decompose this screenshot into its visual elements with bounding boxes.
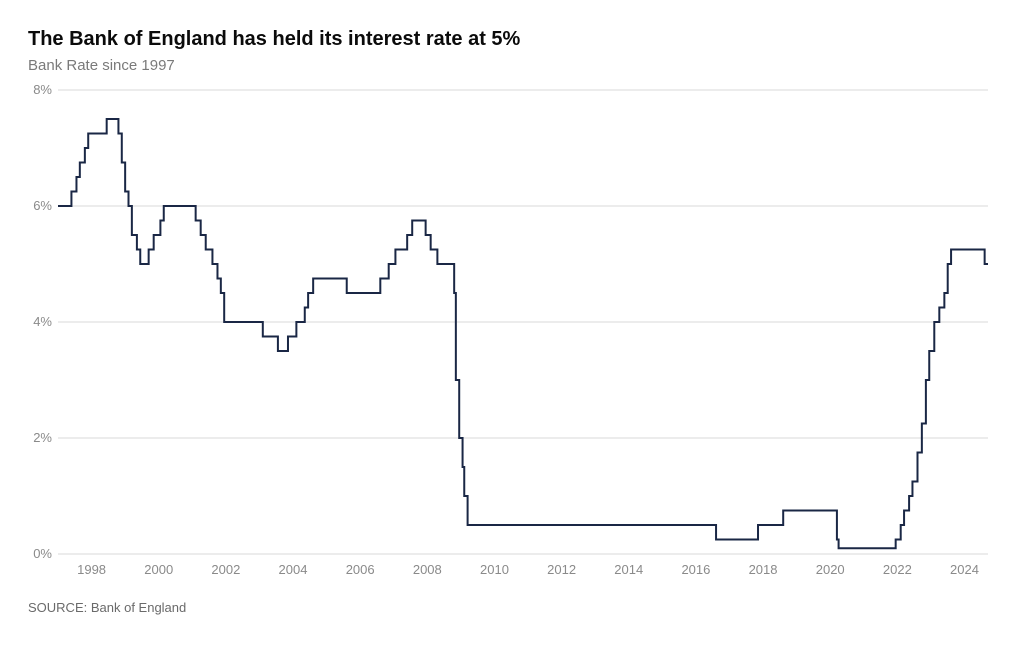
x-tick-label: 1998 [77,562,106,577]
x-tick-label: 2018 [749,562,778,577]
rate-line [58,119,988,548]
chart-source: SOURCE: Bank of England [28,600,992,615]
y-tick-label: 6% [33,198,52,213]
y-tick-label: 0% [33,546,52,561]
chart-svg: 0% 2% 4% 6% 8% 1998 2000 2002 2004 2006 2008 2010 20… [28,82,992,592]
x-tick-label: 2002 [211,562,240,577]
x-tick-label: 2020 [816,562,845,577]
x-tick-label: 2024 [950,562,979,577]
x-tick-label: 2004 [279,562,308,577]
chart-plot-area: 0% 2% 4% 6% 8% 1998 2000 2002 2004 2006 2008 2010 20… [28,82,992,592]
x-tick-label: 2010 [480,562,509,577]
chart-subtitle: Bank Rate since 1997 [28,57,992,74]
x-tick-label: 2006 [346,562,375,577]
x-tick-label: 2008 [413,562,442,577]
x-tick-label: 2000 [144,562,173,577]
y-tick-label: 4% [33,314,52,329]
x-tick-label: 2012 [547,562,576,577]
chart-title: The Bank of England has held its interes… [28,28,992,51]
chart-container: The Bank of England has held its interes… [0,0,1020,650]
x-tick-label: 2014 [614,562,643,577]
y-tick-label: 8% [33,82,52,97]
x-tick-label: 2022 [883,562,912,577]
x-tick-label: 2016 [681,562,710,577]
y-tick-label: 2% [33,430,52,445]
